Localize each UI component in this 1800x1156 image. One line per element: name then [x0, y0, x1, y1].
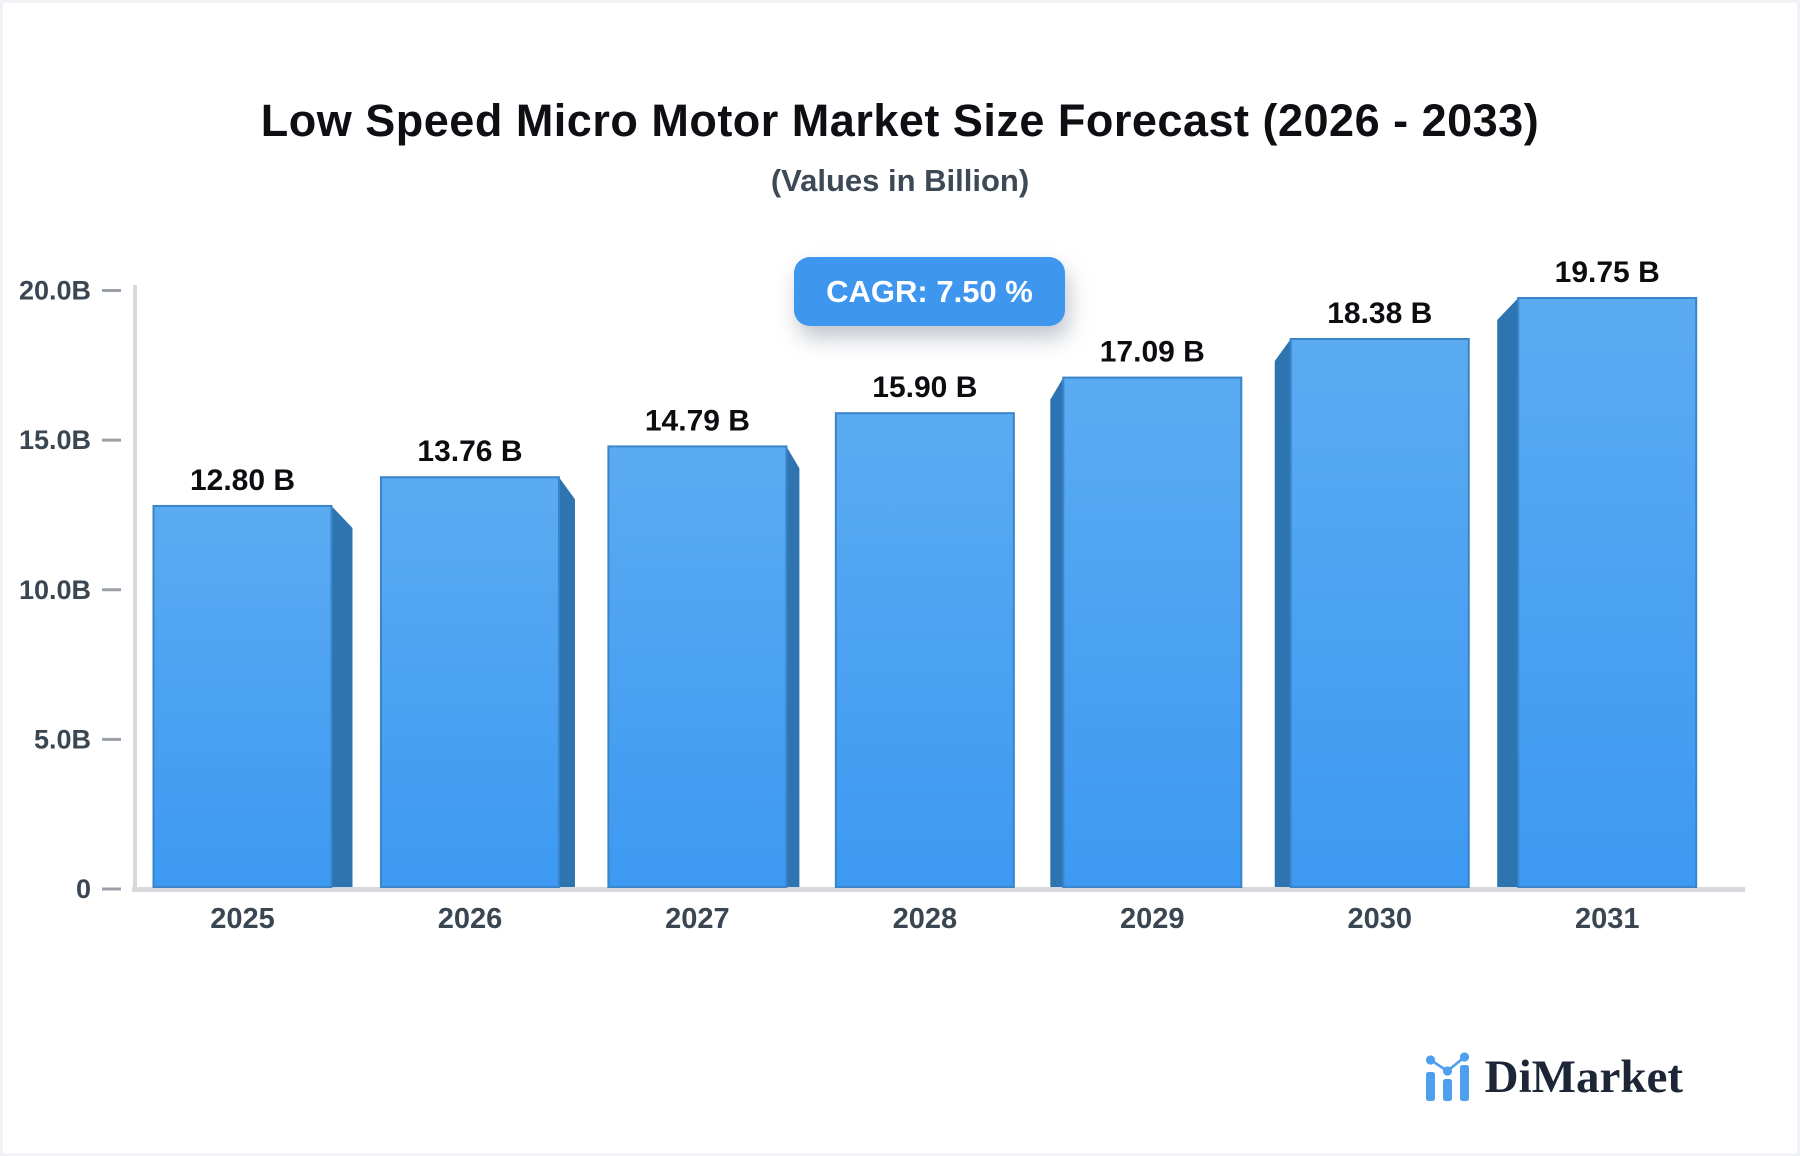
- dimarket-logo: DiMarket: [1424, 1051, 1683, 1103]
- bar-side-2031: [1497, 297, 1519, 887]
- y-axis-tick-label: 10.0B: [19, 575, 91, 605]
- y-axis-tick-mark: [102, 737, 121, 741]
- y-axis-tick-label: 5.0B: [34, 724, 91, 754]
- bar-side-2030: [1274, 338, 1291, 887]
- bar-2025: [152, 504, 333, 888]
- x-axis-tick-label: 2027: [665, 903, 730, 935]
- bar-value-label: 18.38 B: [1327, 297, 1432, 330]
- y-axis-tick-mark: [102, 588, 121, 592]
- y-axis-tick-label: 0: [76, 874, 91, 904]
- y-axis-tick-mark: [102, 438, 121, 442]
- x-axis-tick-label: 2025: [210, 903, 275, 935]
- bar-value-label: 17.09 B: [1100, 336, 1205, 369]
- bar-side-2026: [558, 477, 575, 887]
- bar-2030: [1289, 337, 1470, 888]
- x-axis-line: [132, 887, 1745, 892]
- bar-value-label: 15.90 B: [872, 371, 977, 404]
- y-axis-tick-mark: [102, 887, 121, 891]
- bar-2027: [607, 445, 788, 888]
- x-axis-tick-label: 2030: [1347, 903, 1412, 935]
- axes: [102, 285, 1745, 892]
- y-axis-tick-mark: [102, 289, 121, 292]
- bar-2026: [379, 476, 560, 888]
- bars: [152, 296, 1698, 888]
- x-axis-tick-label: 2026: [438, 903, 503, 935]
- bar-2028: [834, 412, 1015, 888]
- y-axis-tick-label: 20.0B: [19, 276, 91, 306]
- chart-subtitle: (Values in Billion): [770, 163, 1030, 198]
- bar-side-2025: [331, 505, 353, 887]
- bar-value-label: 14.79 B: [645, 404, 750, 437]
- chart-title: Low Speed Micro Motor Market Size Foreca…: [260, 95, 1540, 146]
- bar-value-label: 12.80 B: [190, 464, 295, 497]
- bar-chart-logo-icon: [1425, 1052, 1469, 1101]
- bar-value-label: 19.75 B: [1555, 256, 1660, 289]
- x-axis-tick-label: 2029: [1120, 903, 1185, 935]
- y-axis-line: [133, 285, 137, 892]
- cagr-badge: CAGR: 7.50 %: [794, 257, 1065, 326]
- x-axis-tick-label: 2028: [893, 903, 958, 935]
- bar-2029: [1062, 376, 1243, 888]
- bar-side-2027: [786, 446, 800, 887]
- logo-wordmark: DiMarket: [1484, 1050, 1683, 1103]
- bar-value-label: 13.76 B: [417, 435, 522, 468]
- x-axis-tick-label: 2031: [1575, 903, 1640, 935]
- y-axis-tick-label: 15.0B: [19, 425, 91, 455]
- bar-2031: [1517, 296, 1698, 888]
- bar-chart-plot: 0 5.0B 10.0B 15.0B 20.0B 12.80 B 2025 13.76 B 20…: [19, 256, 1745, 935]
- bar-side-2029: [1050, 377, 1064, 887]
- labels: 0 5.0B 10.0B 15.0B 20.0B 12.80 B 2025 13.76 B 20…: [19, 256, 1660, 935]
